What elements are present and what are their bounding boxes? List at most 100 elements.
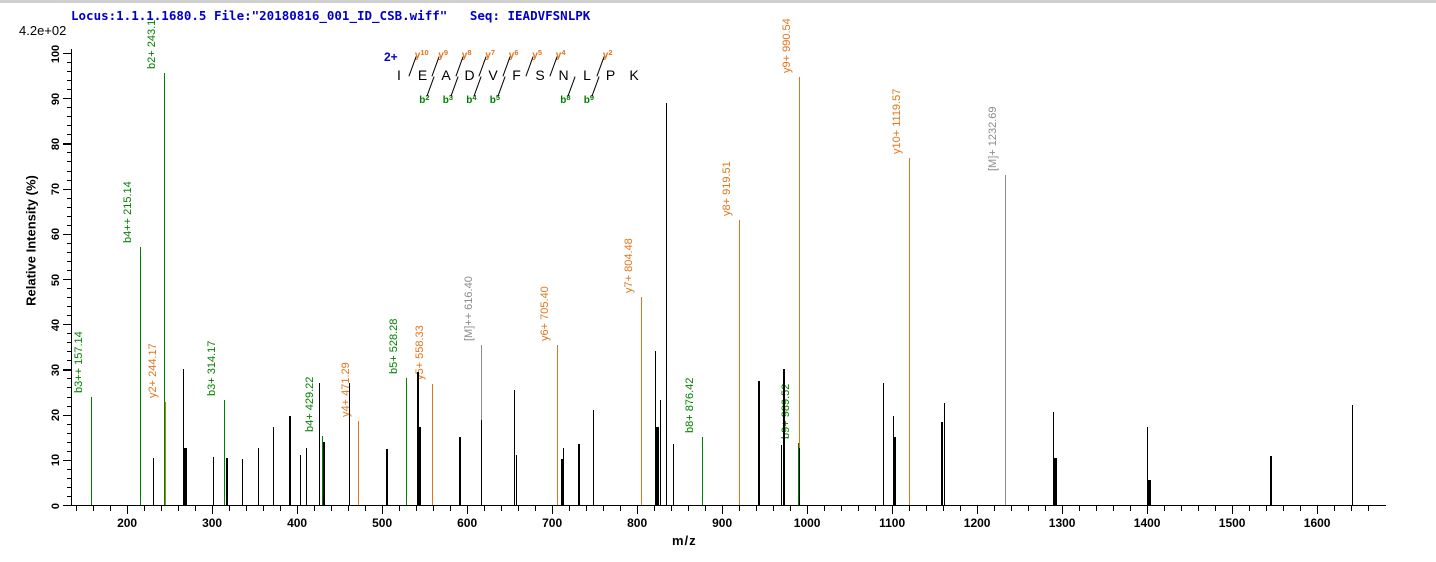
peak [348,382,351,505]
precursor-charge-label: 2+ [384,50,398,64]
x-minor-tick [1028,506,1030,511]
peak [780,444,782,505]
peak [418,426,422,505]
y-minor-tick [67,378,71,380]
x-minor-tick [1249,506,1251,511]
y-ion-marker-y4: y4 [555,48,566,61]
ion-peak-line-b5+ [406,378,408,505]
y-tick-label: 20 [50,408,62,422]
y-axis-line [71,49,73,506]
peak [258,448,260,505]
b-ion-marker-b8: b8 [560,93,571,106]
x-minor-tick [110,506,112,511]
spectrum-header: Locus:1.1.1.1680.5 File:"20180816_001_ID… [71,8,590,23]
y-minor-tick [67,224,71,226]
x-minor-tick [1113,506,1115,511]
x-minor-tick [1283,506,1285,511]
y-ion-marker-y8: y8 [461,48,472,61]
y-minor-tick [67,486,71,488]
y-minor-tick [67,161,71,163]
peak [592,410,595,505]
ion-peak-line-y4+ [357,420,359,505]
x-tick-label: 1400 [1133,516,1161,530]
y-minor-tick [67,152,71,154]
y-tick-label: 50 [50,273,62,286]
y-minor-tick [67,387,71,389]
y-tick-label: 30 [50,363,62,377]
x-minor-tick [1096,506,1098,511]
x-minor-tick [178,506,180,511]
x-minor-tick [1181,506,1183,511]
x-tick-label: 500 [372,516,393,530]
y-minor-tick [67,315,71,317]
peak [417,371,419,505]
residue-D: D [464,67,475,83]
peak [882,382,884,505]
peak [783,369,785,505]
x-minor-tick [1130,506,1132,511]
x-minor-tick [195,506,197,511]
x-major-tick [977,506,979,514]
window-top-edge [0,0,1436,3]
x-minor-tick [1300,506,1302,511]
x-minor-tick [858,506,860,511]
residue-A: A [441,67,451,83]
x-major-tick [1317,506,1319,514]
ion-peak-line-y7+ [640,297,643,505]
b-ion-marker-b9: b9 [583,93,595,106]
y-major-tick [63,233,71,236]
x-tick-label: 1500 [1218,516,1246,530]
x-minor-tick [1215,506,1217,511]
y-major-tick [63,324,71,326]
y-minor-tick [67,260,71,262]
ion-peak-label-y10+: y10+ 1119.57 [890,88,903,154]
y-major-tick [63,279,71,281]
y-minor-tick [67,450,71,452]
x-minor-tick [671,506,673,511]
ion-peak-line-b4+ [321,435,324,505]
peak [459,436,461,505]
y-tick-label: 90 [50,92,62,105]
peak [1351,405,1354,505]
x-axis-title: m/z [672,533,697,548]
x-minor-tick [433,506,435,511]
x-minor-tick [875,506,877,511]
x-major-tick [297,506,299,514]
y-minor-tick [67,351,71,353]
ion-peak-label-y9+: y9+ 990.54 [781,18,794,73]
y-major-tick [63,143,71,145]
y-major-tick [63,369,71,371]
y-minor-tick [67,251,71,253]
y-minor-tick [67,134,71,136]
peak [1054,457,1057,505]
x-minor-tick [1079,506,1081,511]
peak [182,369,184,505]
y-minor-tick [67,468,71,470]
y-minor-tick [67,288,71,290]
y-minor-tick [67,360,71,362]
peak [672,443,674,505]
peak [660,400,662,505]
peak [656,426,659,505]
y-ion-marker-y6: y6 [508,48,519,61]
y-minor-tick [67,80,71,82]
x-minor-tick [144,506,146,511]
y-ion-marker-y10: y10 [414,48,429,61]
y-major-tick [63,414,71,416]
peak [1270,456,1272,505]
x-minor-tick [76,506,78,511]
y-minor-tick [67,405,71,407]
x-minor-tick [1368,506,1370,511]
y-major-tick [63,188,71,190]
x-minor-tick [348,506,350,511]
peak [758,380,760,505]
x-tick-label: 900 [712,516,733,530]
y-tick-label: 40 [50,318,62,331]
x-minor-tick [280,506,282,511]
x-minor-tick [1198,506,1200,511]
x-major-tick [467,506,469,514]
residue-S: S [535,67,545,83]
y-major-tick [63,98,71,100]
ion-peak-line-y9+ [799,76,801,505]
